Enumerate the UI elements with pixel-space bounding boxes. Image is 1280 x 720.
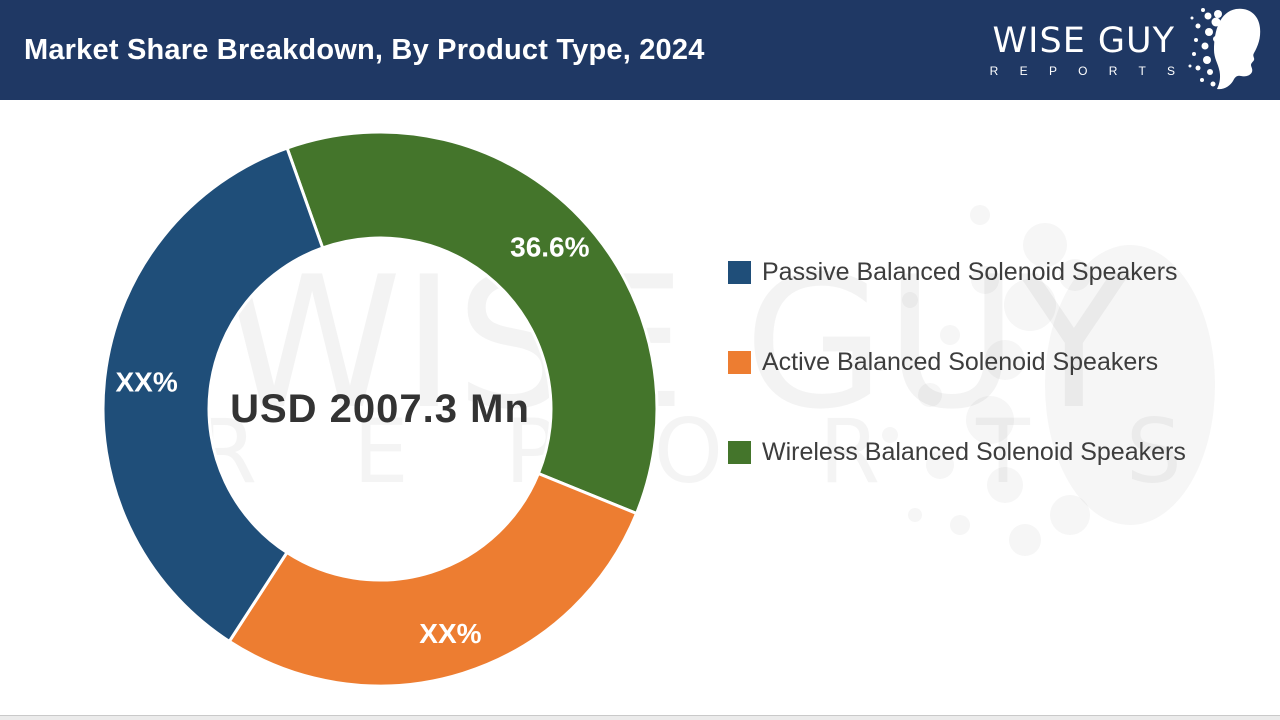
legend-swatch-2 xyxy=(728,440,751,464)
legend-item-0: Passive Balanced Solenoid Speakers xyxy=(728,250,1186,294)
brand-name: WISE GUY xyxy=(992,20,1176,61)
legend-label-1: Active Balanced Solenoid Speakers xyxy=(762,347,1159,376)
legend-swatch-1 xyxy=(728,350,751,374)
brand-logo-text: WISE GUY R E P O R T S xyxy=(984,20,1184,78)
footer-strip xyxy=(0,715,1280,720)
legend-item-2: Wireless Balanced Solenoid Speakers xyxy=(728,430,1186,474)
slice-label-1: XX% xyxy=(419,618,481,649)
page-title: Market Share Breakdown, By Product Type,… xyxy=(24,33,705,66)
donut-slice-0 xyxy=(285,130,659,515)
brand-subtitle: R E P O R T S xyxy=(989,63,1184,78)
watermark-reports-text: R E P O R T S xyxy=(196,400,1216,503)
legend-label-0: Passive Balanced Solenoid Speakers xyxy=(762,257,1178,286)
legend-label-2: Wireless Balanced Solenoid Speakers xyxy=(762,437,1186,466)
slice-label-2: XX% xyxy=(115,367,177,398)
donut-slice-2 xyxy=(101,146,325,643)
slice-label-0: 36.6% xyxy=(510,232,589,263)
donut-slice-1 xyxy=(227,472,639,688)
face-dots-icon xyxy=(1188,8,1261,90)
legend-swatch-0 xyxy=(728,260,751,284)
watermark-brand-text: WISE GUY xyxy=(222,237,1130,449)
chart-center-value: USD 2007.3 Mn xyxy=(230,387,530,431)
watermark-face-dots xyxy=(874,205,1215,556)
header-bar: Market Share Breakdown, By Product Type,… xyxy=(0,0,1280,100)
brand-logo: WISE GUY R E P O R T S xyxy=(984,6,1262,94)
legend-item-1: Active Balanced Solenoid Speakers xyxy=(728,340,1186,384)
chart-legend: Passive Balanced Solenoid Speakers Active… xyxy=(728,250,1186,520)
